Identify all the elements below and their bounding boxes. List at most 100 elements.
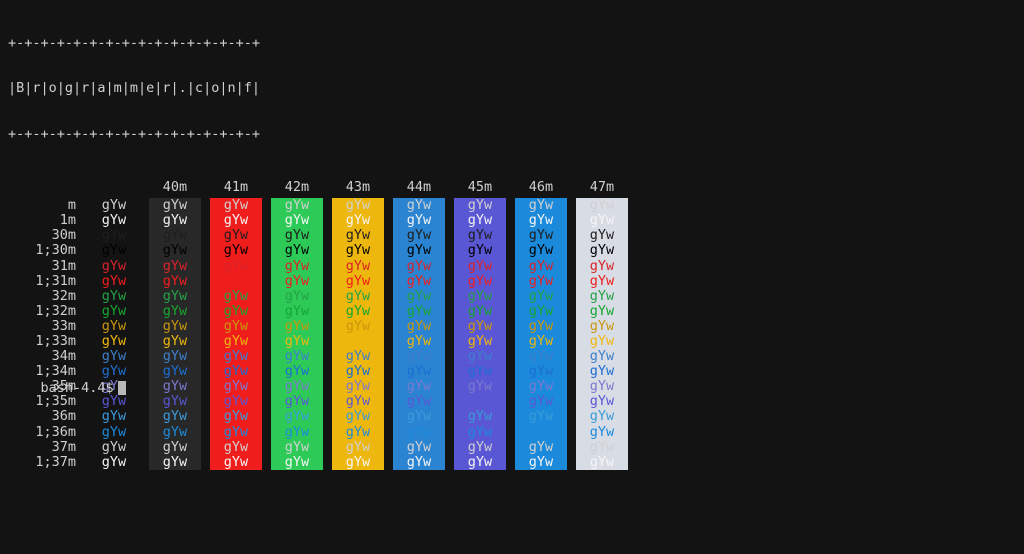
column-gap: [567, 364, 576, 379]
color-cell: gYw: [515, 348, 567, 365]
column-gap: [506, 334, 515, 349]
column-gap: [140, 304, 149, 319]
row-label-1-37m: 1;37m: [35, 453, 76, 470]
column-gap: [262, 243, 271, 258]
column-gap: [201, 304, 210, 319]
color-cell: gYw: [271, 288, 323, 304]
color-cell: gYw: [271, 213, 323, 229]
row-label-1-30m: 1;30m: [35, 242, 76, 259]
color-cell: gYw: [101, 287, 127, 304]
column-gap: [201, 274, 210, 289]
column-header-41m-red: 41m: [223, 179, 249, 196]
column-gap: [384, 243, 393, 258]
column-gap: [506, 349, 515, 364]
color-cell: gYw: [576, 228, 628, 244]
color-cell: gYw: [576, 198, 628, 214]
column-gap: [384, 364, 393, 379]
color-cell: gYw: [454, 409, 506, 425]
color-cell: gYw: [393, 288, 445, 304]
table-row: 1;33m gYw gYw gYw gYw gYw gYw gYw gYw gYw: [8, 333, 628, 350]
column-gap: [567, 425, 576, 440]
column-gap: [567, 379, 576, 394]
column-gap: [262, 198, 271, 213]
color-cell: gYw: [332, 333, 384, 350]
color-cell: gYw: [454, 379, 506, 395]
color-cell: gYw: [515, 303, 567, 319]
column-gap: [323, 425, 332, 440]
column-gap: [384, 213, 393, 228]
color-cell: gYw: [149, 273, 201, 289]
table-row: 1;31m gYw gYw gYw gYw gYw gYw gYw gYw gYw: [8, 272, 628, 289]
column-gap: [567, 304, 576, 319]
column-gap: [140, 425, 149, 440]
column-gap: [140, 180, 149, 198]
color-cell: gYw: [210, 243, 262, 259]
column-gap: [140, 259, 149, 274]
column-gap: [323, 409, 332, 424]
column-gap: [506, 180, 515, 198]
column-gap: [445, 319, 454, 334]
row-label-34m: 34m: [51, 348, 76, 365]
color-cell: gYw: [576, 333, 628, 350]
column-gap: [506, 228, 515, 243]
column-gap: [323, 364, 332, 379]
column-gap: [384, 259, 393, 274]
color-cell: gYw: [454, 213, 506, 229]
color-cell: gYw: [454, 243, 506, 259]
color-cell: gYw: [515, 243, 567, 259]
color-cell: gYw: [332, 213, 384, 229]
column-gap: [445, 213, 454, 228]
table-row: 1;37m gYw gYw gYw gYw gYw gYw gYw gYw gYw: [8, 453, 628, 470]
column-gap: [384, 394, 393, 409]
color-cell: gYw: [332, 228, 384, 244]
color-cell: gYw: [210, 303, 262, 319]
row-label-37m: 37m: [51, 438, 76, 455]
color-cell: gYw: [515, 439, 567, 455]
banner-line-bottom: +-+-+-+-+-+-+-+-+-+-+-+-+-+-+-+: [8, 125, 260, 142]
column-gap: [140, 243, 149, 258]
column-gap: [384, 349, 393, 364]
color-cell: gYw: [515, 454, 567, 470]
color-cell: gYw: [101, 227, 127, 244]
column-gap: [384, 425, 393, 440]
color-cell: gYw: [210, 364, 262, 380]
color-cell: gYw: [271, 454, 323, 470]
column-gap: [567, 440, 576, 455]
color-cell: gYw: [210, 333, 262, 350]
column-gap: [201, 259, 210, 274]
row-label-1-31m: 1;31m: [35, 272, 76, 289]
column-gap: [140, 213, 149, 228]
column-gap: [506, 304, 515, 319]
color-cell: gYw: [210, 439, 262, 455]
color-cell: gYw: [210, 258, 262, 274]
color-cell: gYw: [271, 333, 323, 350]
column-gap: [201, 440, 210, 455]
color-cell: gYw: [101, 272, 127, 289]
table-row: 1;34m gYw gYw gYw gYw gYw gYw gYw gYw gYw: [8, 364, 628, 380]
column-gap: [201, 394, 210, 409]
column-gap: [384, 334, 393, 349]
column-gap: [323, 180, 332, 198]
color-cell: gYw: [210, 198, 262, 214]
column-gap: [445, 379, 454, 394]
column-header-43m-yellow: 43m: [345, 179, 371, 196]
column-gap: [201, 425, 210, 440]
row-label-32m: 32m: [51, 287, 76, 304]
color-cell: gYw: [149, 333, 201, 350]
color-cell: gYw: [149, 303, 201, 319]
color-cell: gYw: [393, 198, 445, 214]
color-cell: gYw: [515, 424, 567, 440]
color-cell: gYw: [393, 213, 445, 229]
ansi-color-table: 40m 41m 42m 43m 44m 45m 46m 47m m gYw gYw gYw gYw gY…: [8, 179, 628, 470]
color-cell: gYw: [393, 379, 445, 395]
column-gap: [140, 409, 149, 424]
color-cell: gYw: [210, 228, 262, 244]
color-cell: gYw: [149, 258, 201, 274]
column-gap: [323, 274, 332, 289]
table-row: 1;32m gYw gYw gYw gYw gYw gYw gYw gYw gYw: [8, 303, 628, 319]
color-cell: gYw: [454, 424, 506, 440]
column-gap: [323, 228, 332, 243]
color-cell: gYw: [271, 379, 323, 395]
column-gap: [567, 259, 576, 274]
color-cell: gYw: [393, 439, 445, 455]
